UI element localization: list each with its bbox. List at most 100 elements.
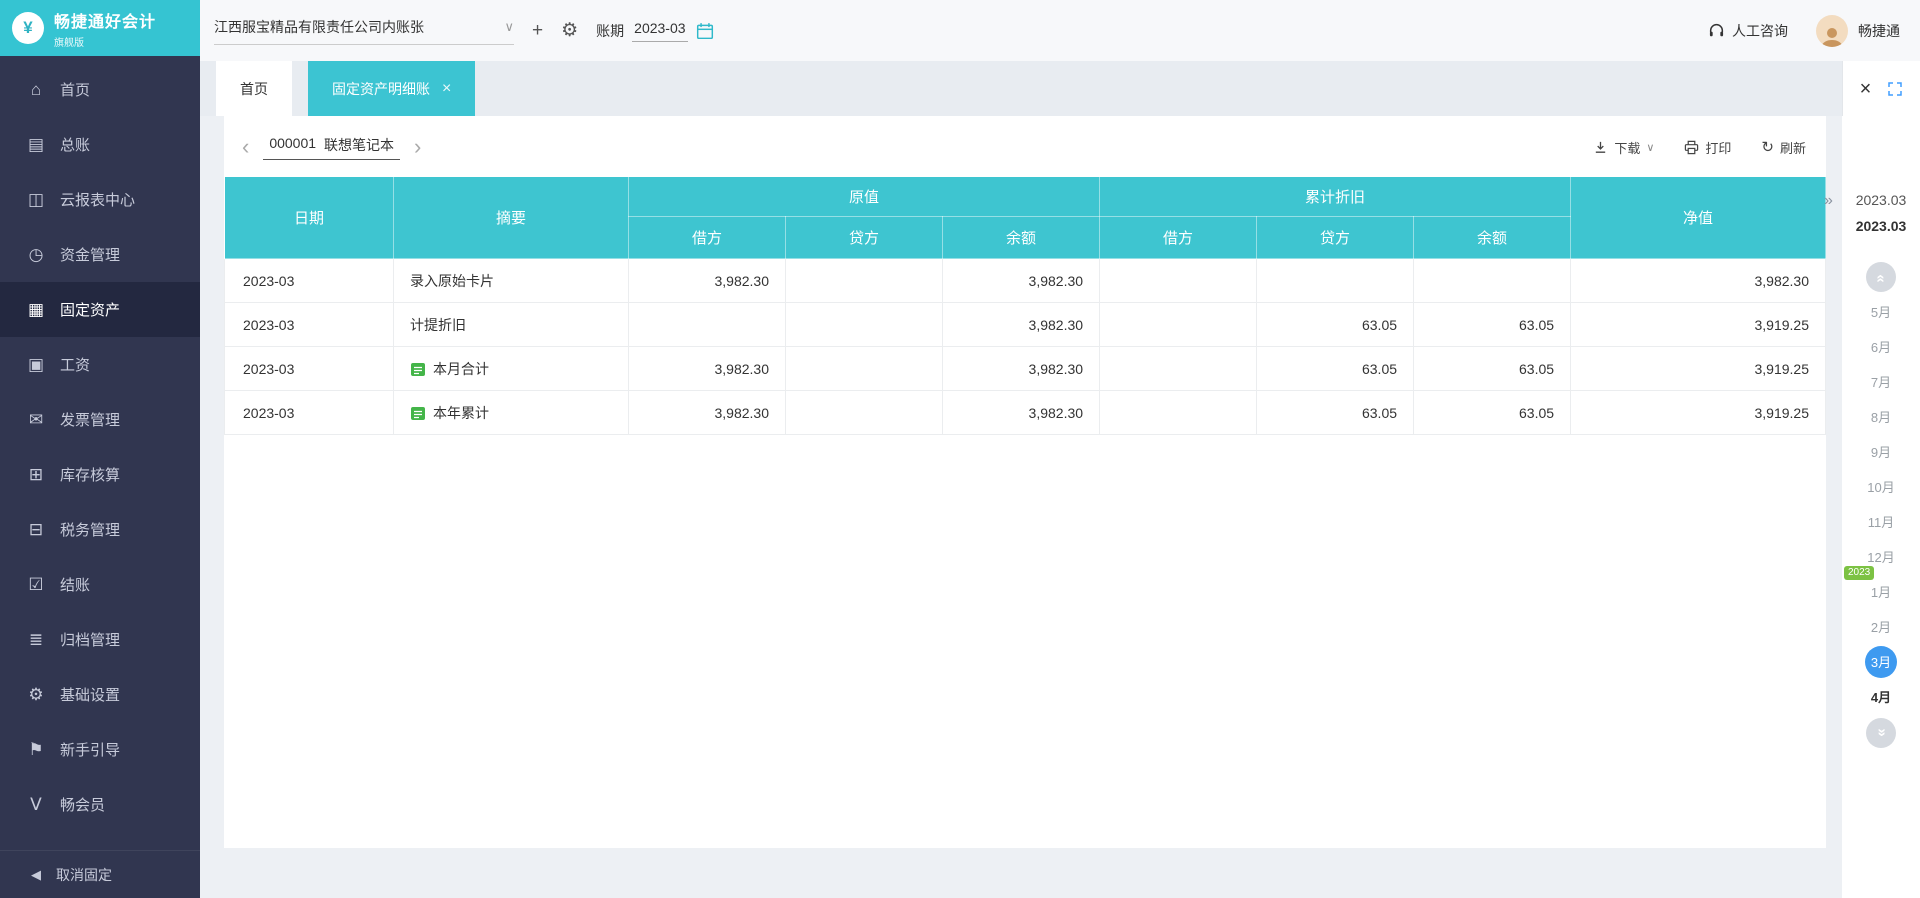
settings-icon: ⚙ [28,684,44,704]
refresh-icon: ↻ [1761,139,1774,156]
sidebar-item-general-ledger[interactable]: ▤ 总账 [27,134,91,155]
month-item[interactable]: 1月 [1870,585,1892,600]
table-row[interactable]: 2023-03 计提折旧 3,982.30 63.05 63.05 3,919.… [224,302,1826,347]
sidebar-item-guide[interactable]: ⚑ 新手引导 [0,722,200,777]
company-selector[interactable]: 江西服宝精品有限责任公司内账张 ∨ [214,17,514,45]
month-item[interactable]: 11月 [1867,515,1895,530]
month-item[interactable]: 5月 [1870,305,1892,320]
print-icon [1684,140,1699,155]
year-badge: 2023 [1844,566,1875,580]
month-item-active[interactable]: 3月 [1842,644,1920,679]
period-value[interactable]: 2023-03 [632,20,688,42]
toolbar-actions: 下载 ∨ 打印 ↻ 刷新 [1593,138,1806,157]
sidebar-item-cloud-reports[interactable]: ◫ 云报表中心 [27,189,136,210]
sidebar-item-settings[interactable]: ⚙ 基础设置 [0,667,200,722]
col-header-net-value: 净值 [1570,176,1826,259]
period-label: 账期 [596,22,625,39]
ledger-card: ‹ 000001 联想笔记本 › 下载 ∨ [224,116,1826,848]
member-icon: Ⅴ [30,794,42,814]
avatar[interactable] [1816,14,1848,47]
tab-fixed-asset-detail[interactable]: 固定资产明细账 × [308,61,476,116]
print-button[interactable]: 打印 [1684,138,1731,157]
settings-gear-icon[interactable]: ⚙ [561,20,579,41]
main-area: 江西服宝精品有限责任公司内账张 ∨ + ⚙ 账期 2023-03 人工咨询 [200,0,1920,898]
company-name: 江西服宝精品有限责任公司内账张 [214,18,424,35]
chevron-down-icon: ∨ [504,18,514,34]
tab-close-icon[interactable]: × [442,79,452,97]
user-name: 畅捷通 [1858,22,1900,39]
asset-selector[interactable]: 000001 联想笔记本 [263,134,401,160]
refresh-button[interactable]: ↻ 刷新 [1761,139,1806,156]
support-button[interactable]: 人工咨询 [1708,21,1788,41]
col-header-dep-balance: 余额 [1413,216,1572,259]
tab-home[interactable]: 首页 [216,61,292,116]
scroll-months-down-button[interactable]: « [1866,718,1896,748]
period-selected[interactable]: 2023.03 [1855,218,1907,234]
table-row[interactable]: 2023-03 本年累计 3,982.30 [224,390,1826,435]
asset-name: 联想笔记本 [324,136,395,153]
period-display: 2023.03 [1855,192,1907,208]
month-item[interactable]: 9月 [1870,445,1892,460]
month-item[interactable]: 8月 [1870,410,1892,425]
add-button[interactable]: + [532,20,544,41]
sidebar: ¥ 畅捷通好会计 旗舰版 ⌂ 首页 ▤ 总账 ◫ 云报表中心 ◷ 资金管理 ▦ 固定资产 … [0,0,200,898]
sidebar-item-closing[interactable]: ☑ 结账 [0,557,200,612]
month-item-current[interactable]: 4月 [1870,690,1892,705]
col-header-date: 日期 [224,176,394,259]
payroll-icon: ▣ [27,354,45,374]
invoice-icon: ✉ [28,409,44,429]
sidebar-item-payroll[interactable]: ▣ 工资 [27,354,91,375]
collapse-panel-icon[interactable]: » [1824,192,1833,209]
download-button[interactable]: 下载 ∨ [1593,138,1654,157]
fixed-assets-icon: ▦ [27,299,45,319]
closing-icon: ☑ [28,574,44,594]
headset-icon [1708,22,1725,39]
sidebar-item-inventory[interactable]: ⊞ 库存核算 [0,447,200,502]
support-label: 人工咨询 [1732,22,1788,39]
sidebar-unpin-button[interactable]: ◀ 取消固定 [0,850,200,898]
prev-asset-icon[interactable]: ‹ [242,134,250,159]
sidebar-item-fixed-assets[interactable]: ▦ 固定资产 [0,282,200,337]
card-toolbar: ‹ 000001 联想笔记本 › 下载 ∨ [224,116,1826,168]
next-asset-icon[interactable]: › [414,134,422,159]
scroll-months-up-button[interactable]: « [1866,262,1896,292]
month-item[interactable]: 12月 [1867,550,1895,565]
inventory-icon: ⊞ [28,464,44,484]
col-header-dep-credit: 贷方 [1256,216,1415,259]
month-item[interactable]: 7月 [1870,375,1892,390]
download-caret-icon: ∨ [1646,141,1655,154]
month-item[interactable]: 2月 [1870,620,1892,635]
table-row[interactable]: 2023-03 录入原始卡片 3,982.30 3,982.30 3,982.3… [224,258,1826,303]
sidebar-item-tax[interactable]: ⊟ 税务管理 [0,502,200,557]
table-row[interactable]: 2023-03 本月合计 3,982.30 [224,346,1826,391]
tabbar: 首页 固定资产明细账 × × [200,61,1920,116]
fullscreen-icon[interactable] [1887,81,1903,97]
col-group-accumulated-depreciation: 累计折旧 [1099,176,1572,217]
topbar-right: 人工咨询 畅捷通 [1708,14,1900,47]
app-edition: 旗舰版 [54,37,84,49]
col-header-orig-balance: 余额 [941,216,1101,259]
app-logo: ¥ 畅捷通好会计 旗舰版 [0,0,200,56]
sidebar-item-home[interactable]: ⌂ 首页 [0,62,200,117]
sidebar-item-invoices[interactable]: ✉ 发票管理 [0,392,200,447]
funds-icon: ◷ [28,244,44,264]
tabbar-controls: × [1842,61,1920,116]
month-item[interactable]: 10月 [1867,480,1895,495]
archive-icon: ≣ [28,629,44,649]
calendar-icon[interactable] [696,22,714,40]
logo-coin-icon: ¥ [12,12,44,44]
col-header-summary: 摘要 [393,176,629,259]
content: ‹ 000001 联想笔记本 › 下载 ∨ [200,116,1920,898]
close-all-tabs-icon[interactable]: × [1859,77,1872,100]
month-item[interactable]: 6月 [1870,340,1892,355]
download-icon [1593,140,1608,155]
asset-code: 000001 [269,134,317,151]
sidebar-item-funds[interactable]: ◷ 资金管理 [0,227,200,282]
unpin-icon: ◀ [31,866,41,882]
period-panel: » 2023.03 2023.03 « 5月 6月 7月 8月 9月 10月 1… [1824,116,1920,898]
topbar: 江西服宝精品有限责任公司内账张 ∨ + ⚙ 账期 2023-03 人工咨询 [200,0,1920,61]
double-chevron-down-icon: « [1872,729,1890,737]
sidebar-item-archive[interactable]: ≣ 归档管理 [0,612,200,667]
sidebar-item-member[interactable]: Ⅴ 畅会员 [0,777,200,832]
